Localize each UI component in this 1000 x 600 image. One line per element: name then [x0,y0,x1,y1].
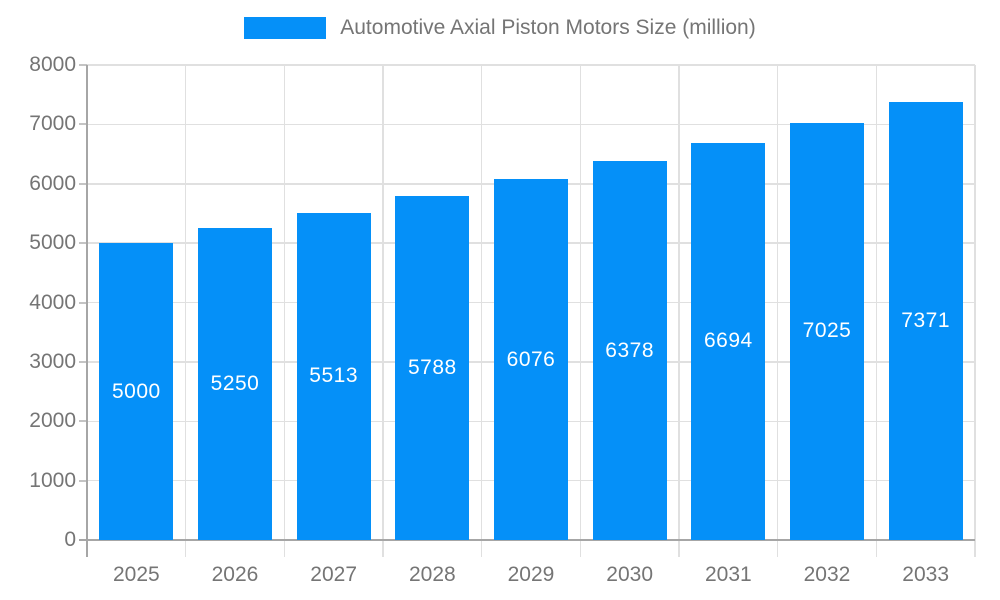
bar-value-label: 7371 [901,309,951,333]
bar-2027: 5513 [296,212,371,540]
bar-2031: 6694 [691,142,766,540]
bar-value-label: 6694 [703,329,753,353]
x-axis-line [79,539,975,541]
bar-2028: 5788 [395,196,470,540]
bar-value-label: 5513 [309,364,359,388]
x-gridline [184,65,187,557]
chart-legend[interactable]: Automotive Axial Piston Motors Size (mil… [0,13,1000,43]
y-axis-line [86,65,88,557]
x-axis-tick-label: 2031 [704,563,752,586]
legend-swatch-icon [244,17,327,39]
x-gridline [875,65,878,557]
bar-2033: 7371 [888,102,963,540]
legend-label: Automotive Axial Piston Motors Size (mil… [340,16,756,39]
x-axis-tick-label: 2028 [408,563,456,586]
y-axis-tick-label: 6000 [29,171,76,195]
y-tick [79,64,87,66]
y-axis-tick-label: 2000 [29,409,76,433]
bar-2029: 6076 [494,179,568,540]
y-axis-tick-label: 5000 [29,231,76,255]
x-gridline [579,65,582,557]
y-tick [79,182,87,185]
bar-value-label: 5250 [210,372,260,396]
y-gridline [87,64,975,66]
x-axis-tick-label: 2025 [112,563,160,586]
bar-2025: 5000 [99,243,174,540]
x-axis-tick-label: 2029 [507,563,555,586]
y-tick [79,479,87,482]
x-gridline [776,65,779,557]
x-gridline [283,65,286,557]
bar-2032: 7025 [790,122,864,540]
bar-value-label: 5000 [111,379,161,403]
bar-2026: 5250 [198,228,272,540]
x-axis-tick-label: 2027 [310,563,358,586]
x-axis-tick-label: 2026 [211,563,259,586]
y-axis-tick-label: 3000 [29,349,76,373]
y-tick [79,301,87,304]
x-gridline [974,65,976,557]
bar-value-label: 7025 [802,319,852,343]
y-tick [79,360,87,363]
x-axis-tick-label: 2033 [902,563,950,586]
bar-value-label: 6378 [605,338,655,362]
y-axis-tick-label: 1000 [29,468,76,492]
y-axis-tick-label: 0 [64,528,76,551]
bar-value-label: 6076 [506,347,556,371]
x-gridline [678,65,680,557]
y-tick [79,123,87,126]
bar-value-label: 5788 [407,356,457,380]
bar-2030: 6378 [592,161,667,540]
y-gridline [87,123,975,126]
x-axis-tick-label: 2032 [803,563,851,586]
y-axis-tick-label: 7000 [29,112,76,136]
y-axis-tick-label: 4000 [29,290,76,314]
y-tick [79,242,87,245]
x-axis-tick-label: 2030 [606,563,654,586]
x-gridline [480,65,483,557]
y-tick [79,420,87,423]
x-gridline [382,65,384,557]
y-axis-tick-label: 8000 [29,53,76,76]
